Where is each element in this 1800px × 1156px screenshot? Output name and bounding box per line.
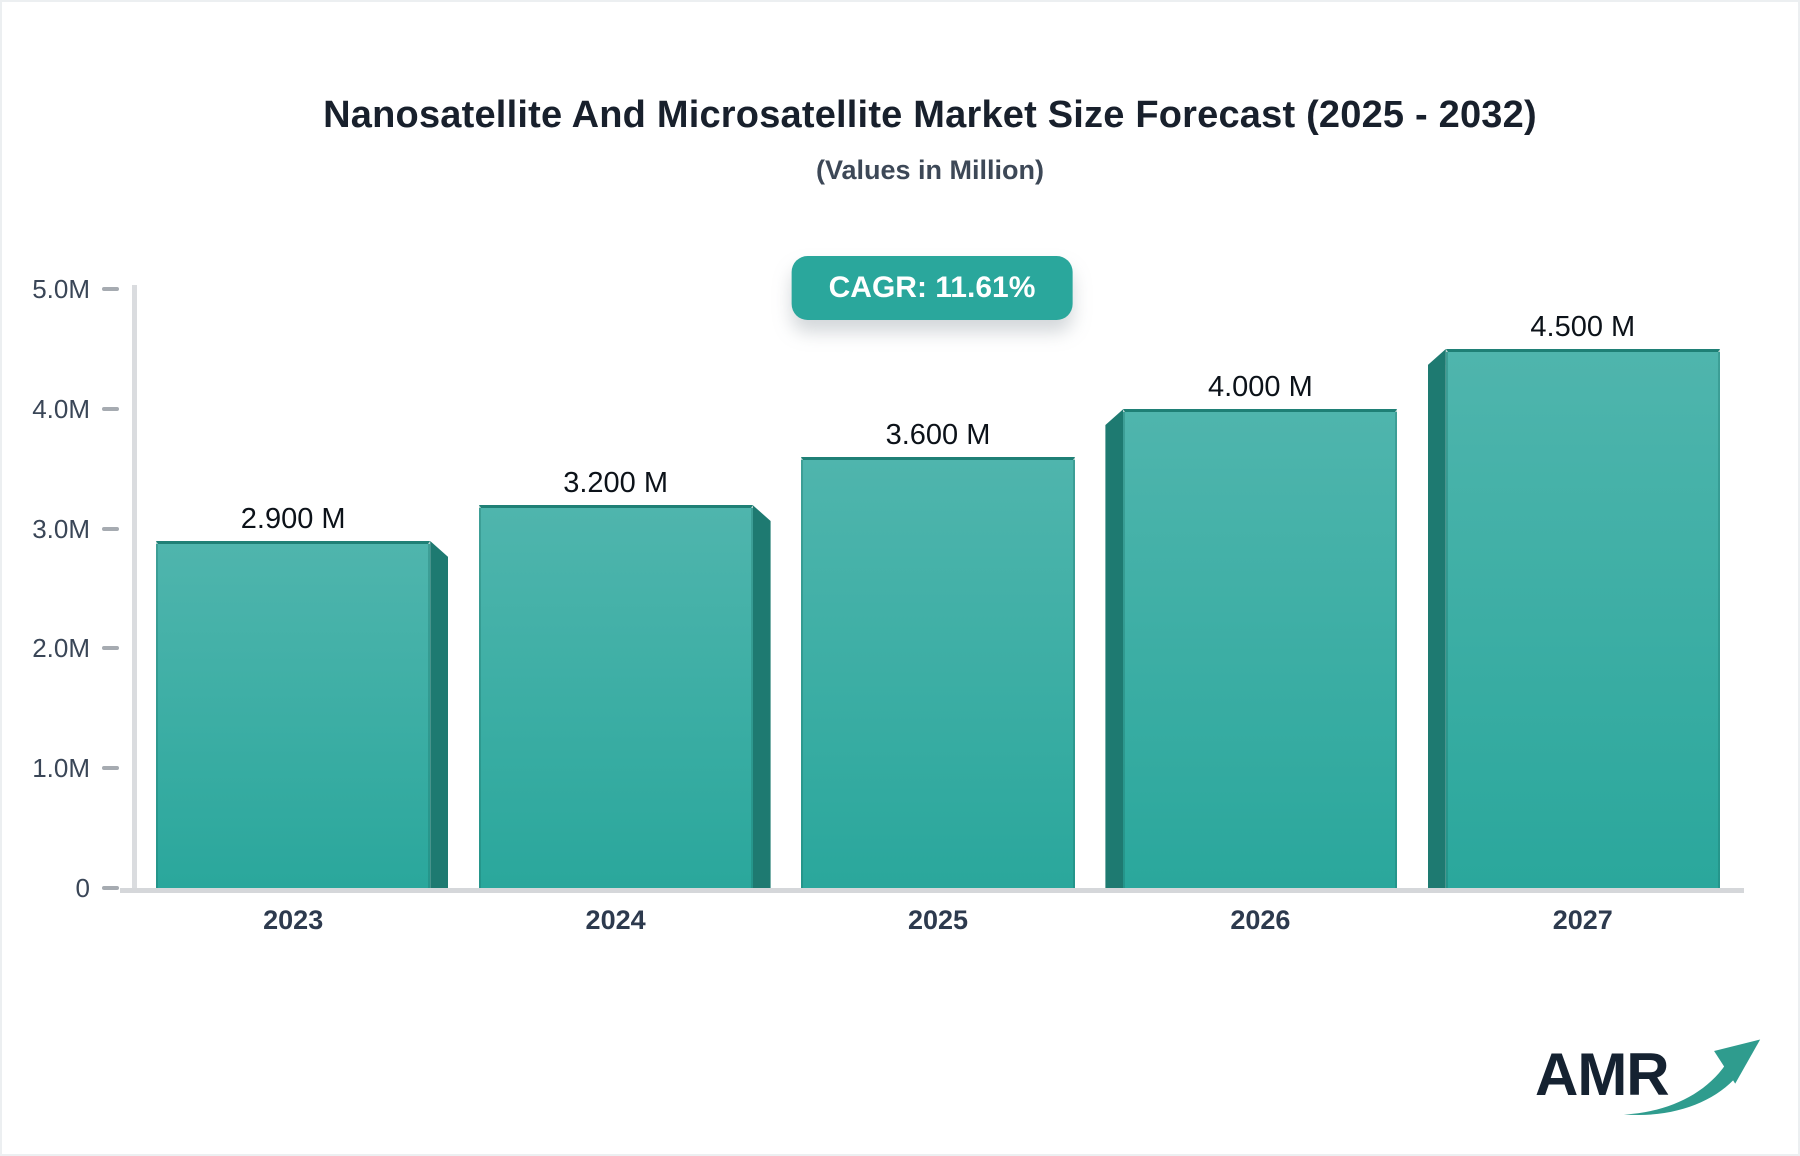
y-axis-line xyxy=(132,285,137,888)
bar[interactable] xyxy=(1445,349,1720,888)
bar-value-label: 3.600 M xyxy=(885,419,991,451)
chart-title: Nanosatellite And Microsatellite Market … xyxy=(323,94,1537,136)
bar-value-label: 3.200 M xyxy=(563,467,668,499)
y-axis-tick-label: 3.0M xyxy=(32,514,90,544)
bar[interactable] xyxy=(156,541,431,888)
cagr-badge: CAGR: 11.61% xyxy=(791,256,1073,320)
x-axis-label: 2027 xyxy=(1552,905,1613,935)
y-axis-tick-label: 2.0M xyxy=(32,633,90,663)
bar-side-3d xyxy=(1105,409,1124,888)
y-axis-tick xyxy=(102,766,119,770)
x-axis-label: 2025 xyxy=(907,905,969,935)
bar-value-label: 2.900 M xyxy=(240,503,346,535)
bar[interactable] xyxy=(478,505,753,888)
x-axis-label: 2024 xyxy=(585,905,646,935)
chart-header: Nanosatellite And Microsatellite Market … xyxy=(62,94,1798,186)
y-axis-tick xyxy=(102,407,119,411)
y-axis-tick xyxy=(102,527,119,531)
bar-value-label: 4.000 M xyxy=(1207,371,1313,403)
trend-arrow-icon xyxy=(1623,1039,1761,1115)
x-axis-label: 2026 xyxy=(1230,905,1291,935)
bar-value-label: 4.500 M xyxy=(1530,311,1636,343)
y-axis-tick xyxy=(102,287,119,291)
amr-logo[interactable]: AMR xyxy=(1535,1028,1765,1128)
bar[interactable] xyxy=(801,457,1075,888)
bar-side-3d xyxy=(752,505,771,888)
y-axis-tick xyxy=(102,646,119,650)
chart-subtitle: (Values in Million) xyxy=(815,155,1045,185)
y-axis-tick-label: 5.0M xyxy=(32,274,90,304)
y-axis-tick-label: 1.0M xyxy=(32,753,90,783)
bar-side-3d xyxy=(430,541,449,888)
y-axis-tick-label: 0 xyxy=(75,873,90,903)
y-axis-tick xyxy=(102,886,119,890)
bar-side-3d xyxy=(1427,349,1446,888)
bar[interactable] xyxy=(1123,409,1398,888)
y-axis-tick-label: 4.0M xyxy=(32,394,90,424)
amr-logo-text: AMR xyxy=(1535,1041,1670,1108)
x-axis-baseline xyxy=(120,888,1744,893)
x-axis-label: 2023 xyxy=(263,905,324,935)
